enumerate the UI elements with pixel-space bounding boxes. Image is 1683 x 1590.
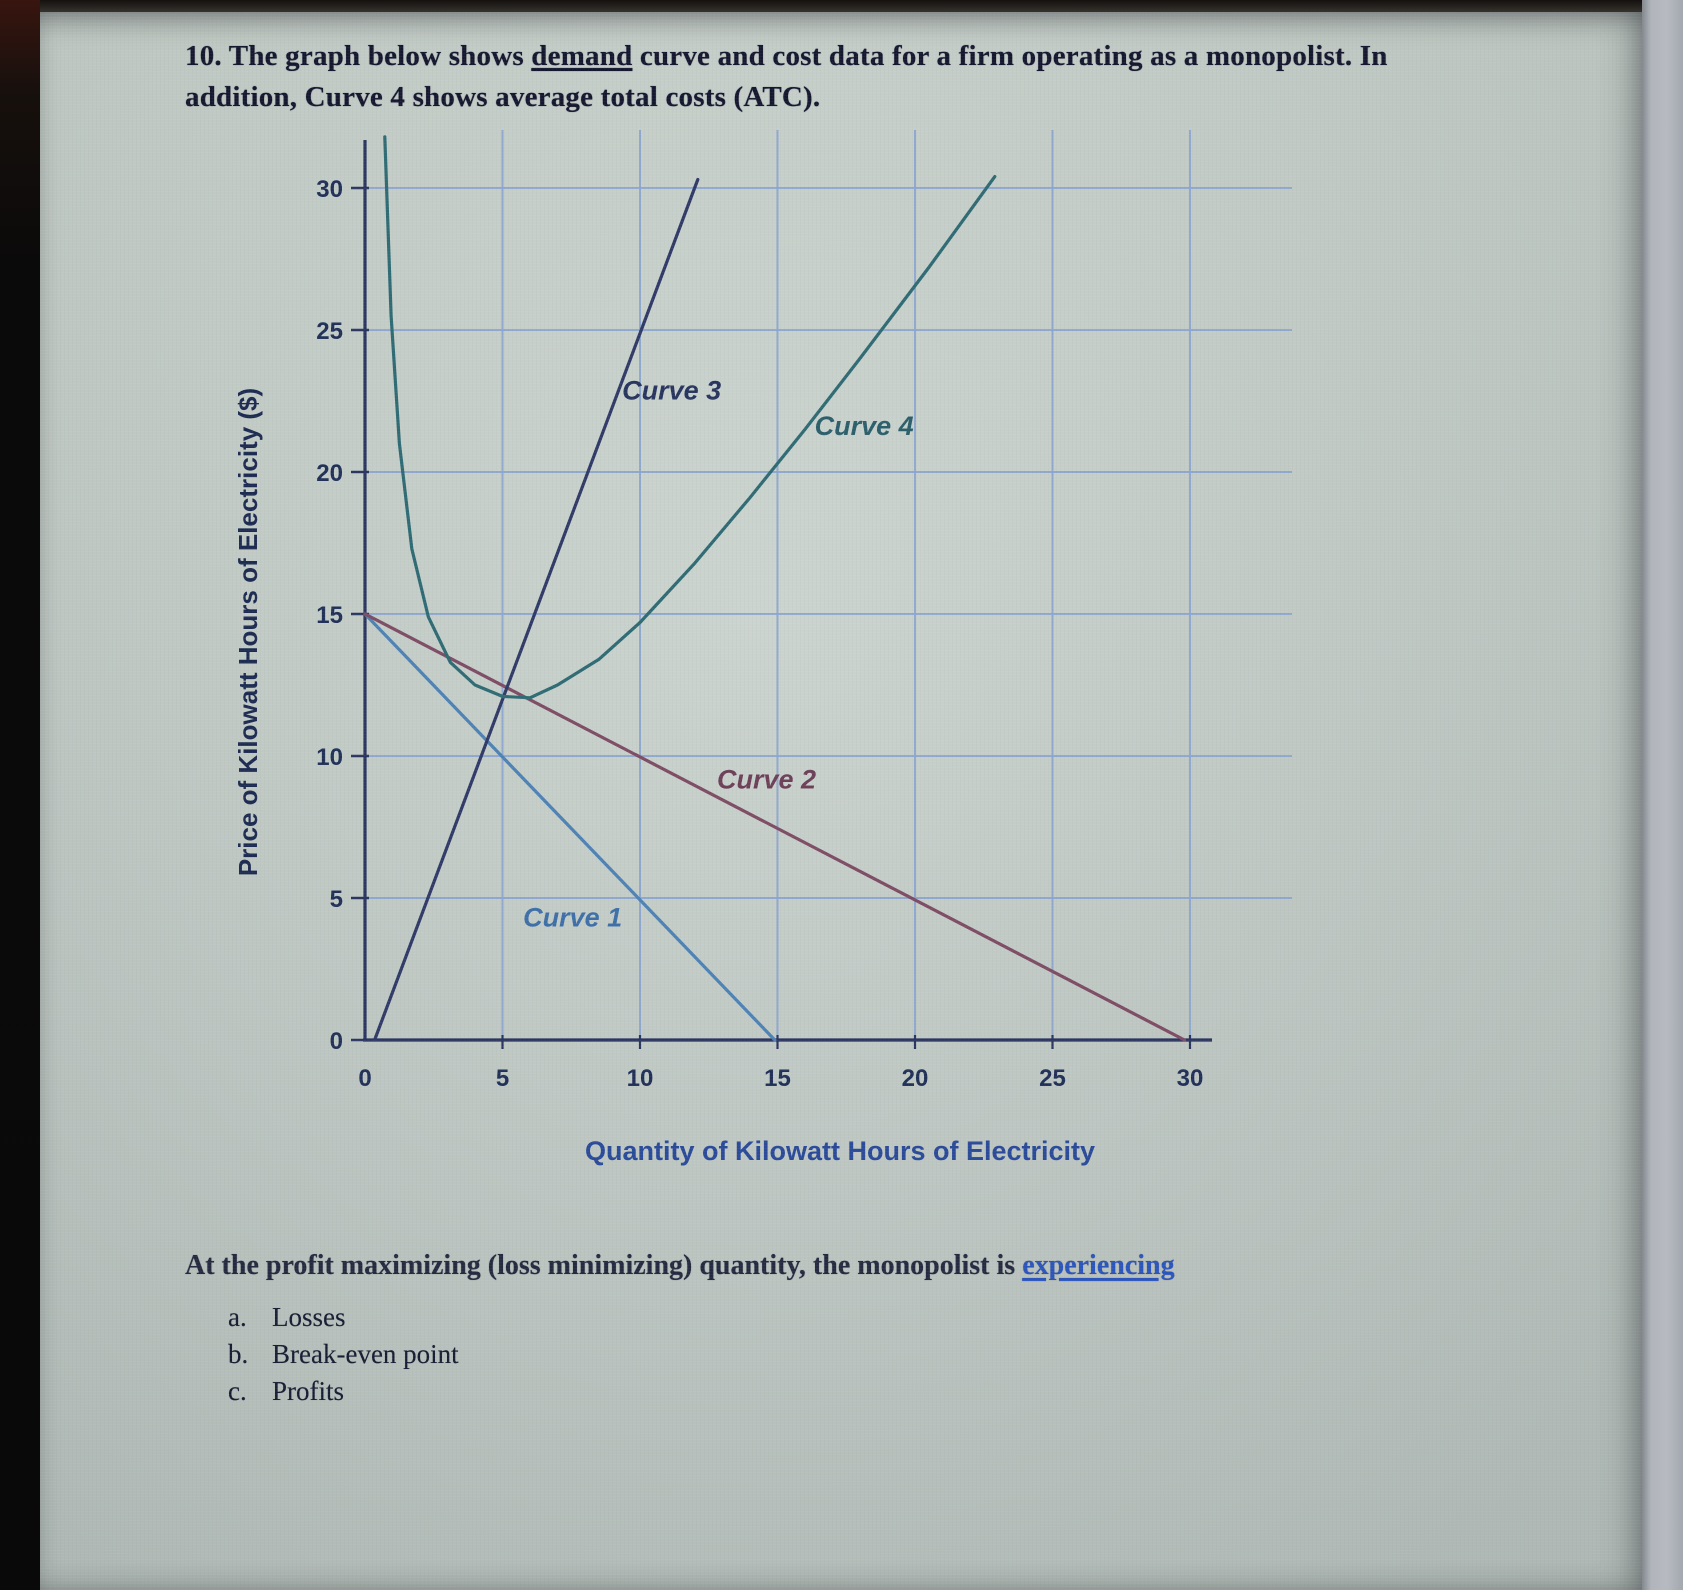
y-tick-label: 5 [330,886,343,913]
photo-edge-top [0,0,1642,12]
x-tick-label: 5 [496,1065,509,1092]
question-text-part1: 10. The graph below shows [185,40,532,72]
x-tick-label: 10 [627,1065,654,1092]
curve-4-line [383,135,997,700]
question-text-part3: addition, Curve 4 shows average total co… [185,81,821,113]
underlined-term-experiencing: experiencing [1022,1250,1175,1281]
option-letter: b. [228,1339,249,1369]
curve-2-line [363,612,1187,1042]
question-text: 10. The graph below shows demand curve a… [185,36,1525,118]
option-c: c. Profits [228,1376,459,1413]
option-a: a. Losses [228,1302,459,1339]
photo-edge-right [1642,0,1683,1590]
answer-options: a. Losses b. Break-even point c. Profits [228,1302,459,1413]
x-axis-title: Quantity of Kilowatt Hours of Electricit… [585,1136,1095,1166]
monopolist-cost-demand-chart: 0 5 10 15 20 25 30 0 5 10 15 20 25 30 Quantity of Kilo… [233,130,1292,1166]
option-letter: a. [228,1302,247,1332]
y-tick-label: 15 [316,602,343,629]
curve-4-label: Curve 4 [815,411,914,441]
option-text: Profits [272,1376,345,1406]
y-tick-label: 10 [316,744,343,771]
curve-1-label: Curve 1 [523,902,622,932]
x-tick-label: 25 [1039,1065,1066,1092]
option-letter: c. [228,1376,247,1406]
x-tick-label: 30 [1177,1065,1204,1092]
x-tick-label: 0 [358,1065,371,1092]
chart-area: 0 5 10 15 20 25 30 0 5 10 15 20 25 30 Quantity of Kilo… [180,118,1340,1198]
photo-edge-left [0,0,40,1590]
x-tick-label: 15 [764,1065,791,1092]
option-text: Losses [272,1302,346,1332]
y-tick-label: 30 [316,176,343,203]
question-text-part2: curve and cost data for a firm operating… [632,40,1388,72]
curve-3-line [373,177,700,1042]
followup-text: At the profit maximizing (loss minimizin… [185,1250,1023,1281]
curve-2-label: Curve 2 [717,765,816,795]
y-tick-label: 20 [316,460,343,487]
worksheet-photo: 10. The graph below shows demand curve a… [40,12,1642,1590]
underlined-term-demand: demand [531,40,633,72]
y-tick-label: 0 [330,1028,343,1055]
option-text: Break-even point [272,1339,459,1369]
curve-1-line [363,612,777,1042]
x-tick-label: 20 [902,1065,929,1092]
followup-question: At the profit maximizing (loss minimizin… [185,1250,1365,1282]
curve-3-label: Curve 3 [622,376,721,406]
option-b: b. Break-even point [228,1339,459,1376]
y-axis-title: Price of Kilowatt Hours of Electricity (… [233,388,263,876]
y-tick-label: 25 [316,318,343,345]
